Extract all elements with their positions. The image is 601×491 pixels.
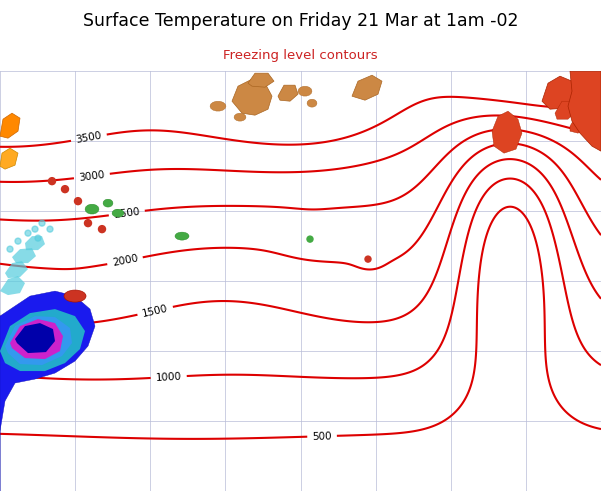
Polygon shape	[568, 71, 601, 151]
Circle shape	[75, 198, 82, 205]
Circle shape	[307, 236, 313, 242]
Polygon shape	[5, 261, 28, 278]
Polygon shape	[492, 111, 522, 153]
Polygon shape	[112, 209, 124, 217]
Text: 2500: 2500	[113, 206, 141, 219]
Polygon shape	[10, 319, 63, 359]
Circle shape	[85, 219, 91, 227]
Circle shape	[25, 230, 31, 236]
Circle shape	[365, 256, 371, 262]
Polygon shape	[0, 148, 18, 169]
Ellipse shape	[175, 232, 189, 240]
Text: 1500: 1500	[141, 303, 169, 319]
Text: 1000: 1000	[156, 371, 182, 382]
Polygon shape	[15, 323, 55, 353]
Polygon shape	[12, 248, 36, 263]
Circle shape	[15, 238, 21, 244]
Polygon shape	[570, 116, 586, 133]
Ellipse shape	[64, 290, 86, 302]
Text: 3000: 3000	[78, 169, 105, 183]
Polygon shape	[278, 85, 298, 101]
Polygon shape	[0, 276, 25, 295]
Circle shape	[35, 235, 41, 241]
Circle shape	[61, 186, 69, 192]
Polygon shape	[248, 73, 274, 87]
Text: Surface Temperature on Friday 21 Mar at 1am -02: Surface Temperature on Friday 21 Mar at …	[83, 12, 518, 30]
Text: 3500: 3500	[75, 131, 103, 145]
Polygon shape	[0, 291, 95, 491]
Circle shape	[47, 226, 53, 232]
Circle shape	[7, 246, 13, 252]
Polygon shape	[298, 86, 312, 96]
Polygon shape	[542, 76, 575, 109]
Polygon shape	[352, 75, 382, 100]
Polygon shape	[5, 316, 72, 365]
Text: Freezing level contours: Freezing level contours	[223, 49, 378, 62]
Polygon shape	[234, 113, 246, 121]
Circle shape	[49, 178, 55, 185]
Polygon shape	[307, 99, 317, 107]
Polygon shape	[85, 204, 99, 214]
Text: 2000: 2000	[111, 253, 139, 268]
Polygon shape	[232, 79, 272, 115]
Polygon shape	[210, 101, 226, 111]
Polygon shape	[555, 101, 576, 119]
Circle shape	[39, 220, 45, 226]
Text: 500: 500	[312, 431, 332, 441]
Polygon shape	[103, 199, 113, 207]
Polygon shape	[0, 309, 85, 371]
Polygon shape	[25, 236, 45, 250]
Circle shape	[99, 226, 106, 233]
Circle shape	[32, 226, 38, 232]
Polygon shape	[0, 113, 20, 138]
